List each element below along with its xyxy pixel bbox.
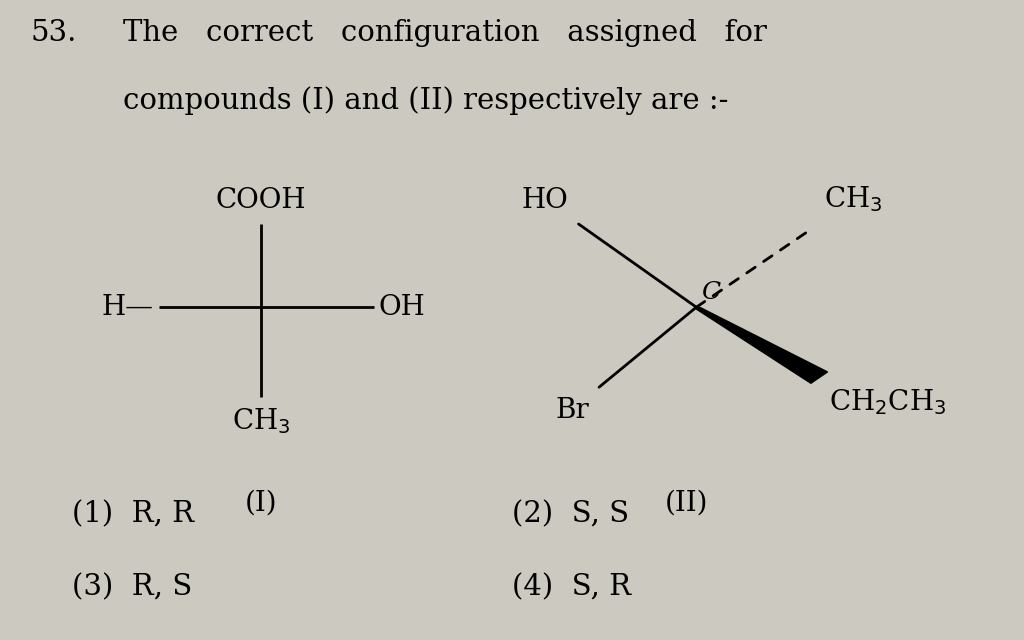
Text: compounds (I) and (II) respectively are :-: compounds (I) and (II) respectively are … <box>123 86 728 115</box>
Text: (3)  R, S: (3) R, S <box>72 573 191 602</box>
Text: The   correct   configuration   assigned   for: The correct configuration assigned for <box>123 19 767 47</box>
Text: (2)  S, S: (2) S, S <box>512 500 629 528</box>
Text: (I): (I) <box>245 490 278 516</box>
Text: (4)  S, R: (4) S, R <box>512 573 631 602</box>
Text: H—: H— <box>101 294 154 321</box>
Text: COOH: COOH <box>216 188 306 214</box>
Text: CH$_3$: CH$_3$ <box>824 184 883 214</box>
Text: CH$_3$: CH$_3$ <box>231 406 291 436</box>
Text: HO: HO <box>521 188 568 214</box>
Text: CH$_2$CH$_3$: CH$_2$CH$_3$ <box>829 387 947 417</box>
Text: Br: Br <box>555 397 589 424</box>
Text: (1)  R, R: (1) R, R <box>72 500 194 528</box>
Text: C: C <box>701 281 721 304</box>
Text: OH: OH <box>379 294 426 321</box>
Text: 53.: 53. <box>31 19 77 47</box>
Polygon shape <box>695 307 827 383</box>
Text: (II): (II) <box>665 490 708 516</box>
